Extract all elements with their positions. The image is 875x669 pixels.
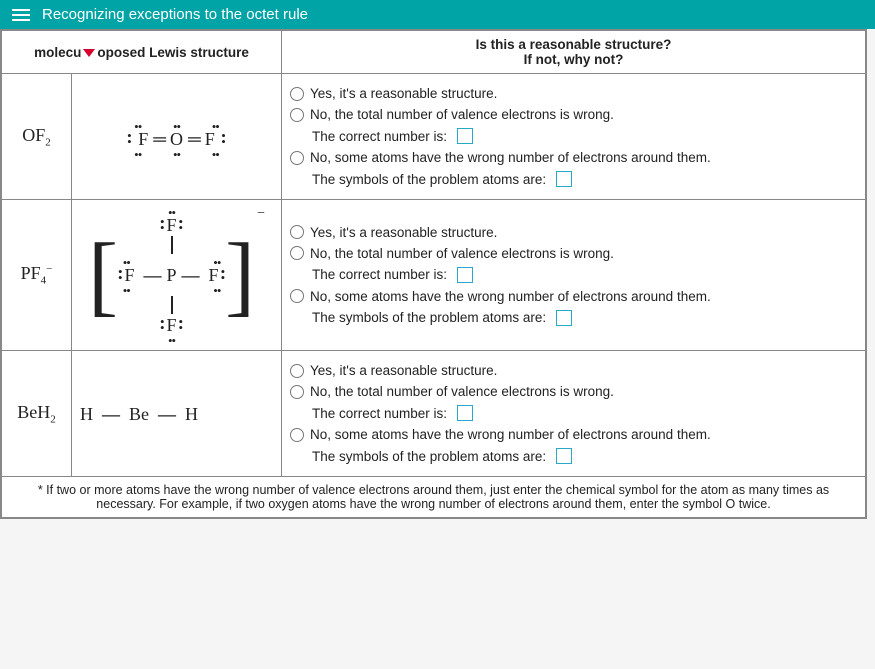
col1-header-prefix: molecu (34, 45, 81, 60)
opt-no-atoms-label: No, some atoms have the wrong number of … (310, 150, 711, 165)
radio-yes[interactable] (290, 87, 304, 101)
table-row: PF4− [ ••••F•• ••••F•• —P— ••F•••• (2, 200, 866, 351)
col1-header-suffix: oposed Lewis structure (97, 45, 249, 60)
answer-options: Yes, it's a reasonable structure. No, th… (282, 351, 866, 477)
problem-atoms-input[interactable] (556, 448, 572, 464)
problem-atoms-input[interactable] (556, 171, 572, 187)
molecule-formula: BeH2 (2, 351, 72, 477)
lewis-structure: •• •• F •• ═ •• O •• ═ (72, 74, 282, 200)
radio-no-atoms[interactable] (290, 289, 304, 303)
molecule-formula: OF2 (2, 74, 72, 200)
lewis-structure: [ ••••F•• ••••F•• —P— ••F•••• ••F•••• (72, 200, 282, 351)
radio-no-atoms[interactable] (290, 428, 304, 442)
radio-no-valence[interactable] (290, 385, 304, 399)
correct-number-label: The correct number is: (312, 267, 447, 282)
menu-icon[interactable] (12, 9, 30, 21)
molecule-formula: PF4− (2, 200, 72, 351)
problem-atoms-label: The symbols of the problem atoms are: (312, 172, 546, 187)
lewis-structure: H—Be—H (72, 351, 282, 477)
lesson-title: Recognizing exceptions to the octet rule (42, 6, 308, 23)
opt-no-atoms-label: No, some atoms have the wrong number of … (310, 289, 711, 304)
table-row: OF2 •• •• F •• ═ •• (2, 74, 866, 200)
answer-options: Yes, it's a reasonable structure. No, th… (282, 74, 866, 200)
radio-yes[interactable] (290, 225, 304, 239)
correct-number-input[interactable] (457, 405, 473, 421)
opt-yes-label: Yes, it's a reasonable structure. (310, 225, 497, 240)
opt-yes-label: Yes, it's a reasonable structure. (310, 363, 497, 378)
col2-header-line1: Is this a reasonable structure? (290, 37, 857, 52)
col2-header: Is this a reasonable structure? If not, … (282, 31, 866, 74)
correct-number-label: The correct number is: (312, 129, 447, 144)
radio-no-atoms[interactable] (290, 151, 304, 165)
dropdown-caret-icon[interactable] (83, 49, 95, 57)
col2-header-line2: If not, why not? (290, 52, 857, 67)
correct-number-input[interactable] (457, 128, 473, 144)
question-table: molecu oposed Lewis structure Is this a r… (1, 30, 866, 518)
opt-no-valence-label: No, the total number of valence electron… (310, 246, 614, 261)
col1-header: molecu oposed Lewis structure (2, 31, 282, 74)
problem-atoms-input[interactable] (556, 310, 572, 326)
correct-number-input[interactable] (457, 267, 473, 283)
opt-yes-label: Yes, it's a reasonable structure. (310, 86, 497, 101)
correct-number-label: The correct number is: (312, 406, 447, 421)
opt-no-valence-label: No, the total number of valence electron… (310, 107, 614, 122)
answer-options: Yes, it's a reasonable structure. No, th… (282, 200, 866, 351)
radio-yes[interactable] (290, 364, 304, 378)
table-row: BeH2 H—Be—H Yes, it's a reasonable struc… (2, 351, 866, 477)
footnote: * If two or more atoms have the wrong nu… (2, 477, 866, 518)
opt-no-atoms-label: No, some atoms have the wrong number of … (310, 427, 711, 442)
radio-no-valence[interactable] (290, 246, 304, 260)
worksheet: molecu oposed Lewis structure Is this a r… (0, 29, 867, 519)
problem-atoms-label: The symbols of the problem atoms are: (312, 449, 546, 464)
title-bar: Recognizing exceptions to the octet rule (0, 0, 875, 29)
opt-no-valence-label: No, the total number of valence electron… (310, 384, 614, 399)
radio-no-valence[interactable] (290, 108, 304, 122)
problem-atoms-label: The symbols of the problem atoms are: (312, 310, 546, 325)
